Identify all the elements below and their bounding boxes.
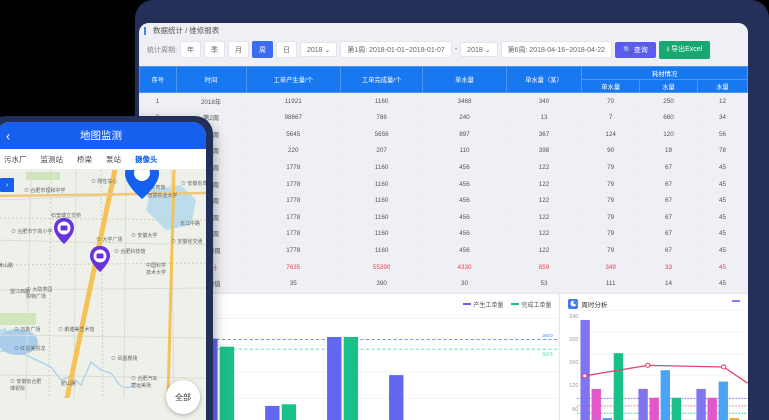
svg-text:360: 360 [542,333,553,338]
svg-text:323: 323 [542,352,553,357]
